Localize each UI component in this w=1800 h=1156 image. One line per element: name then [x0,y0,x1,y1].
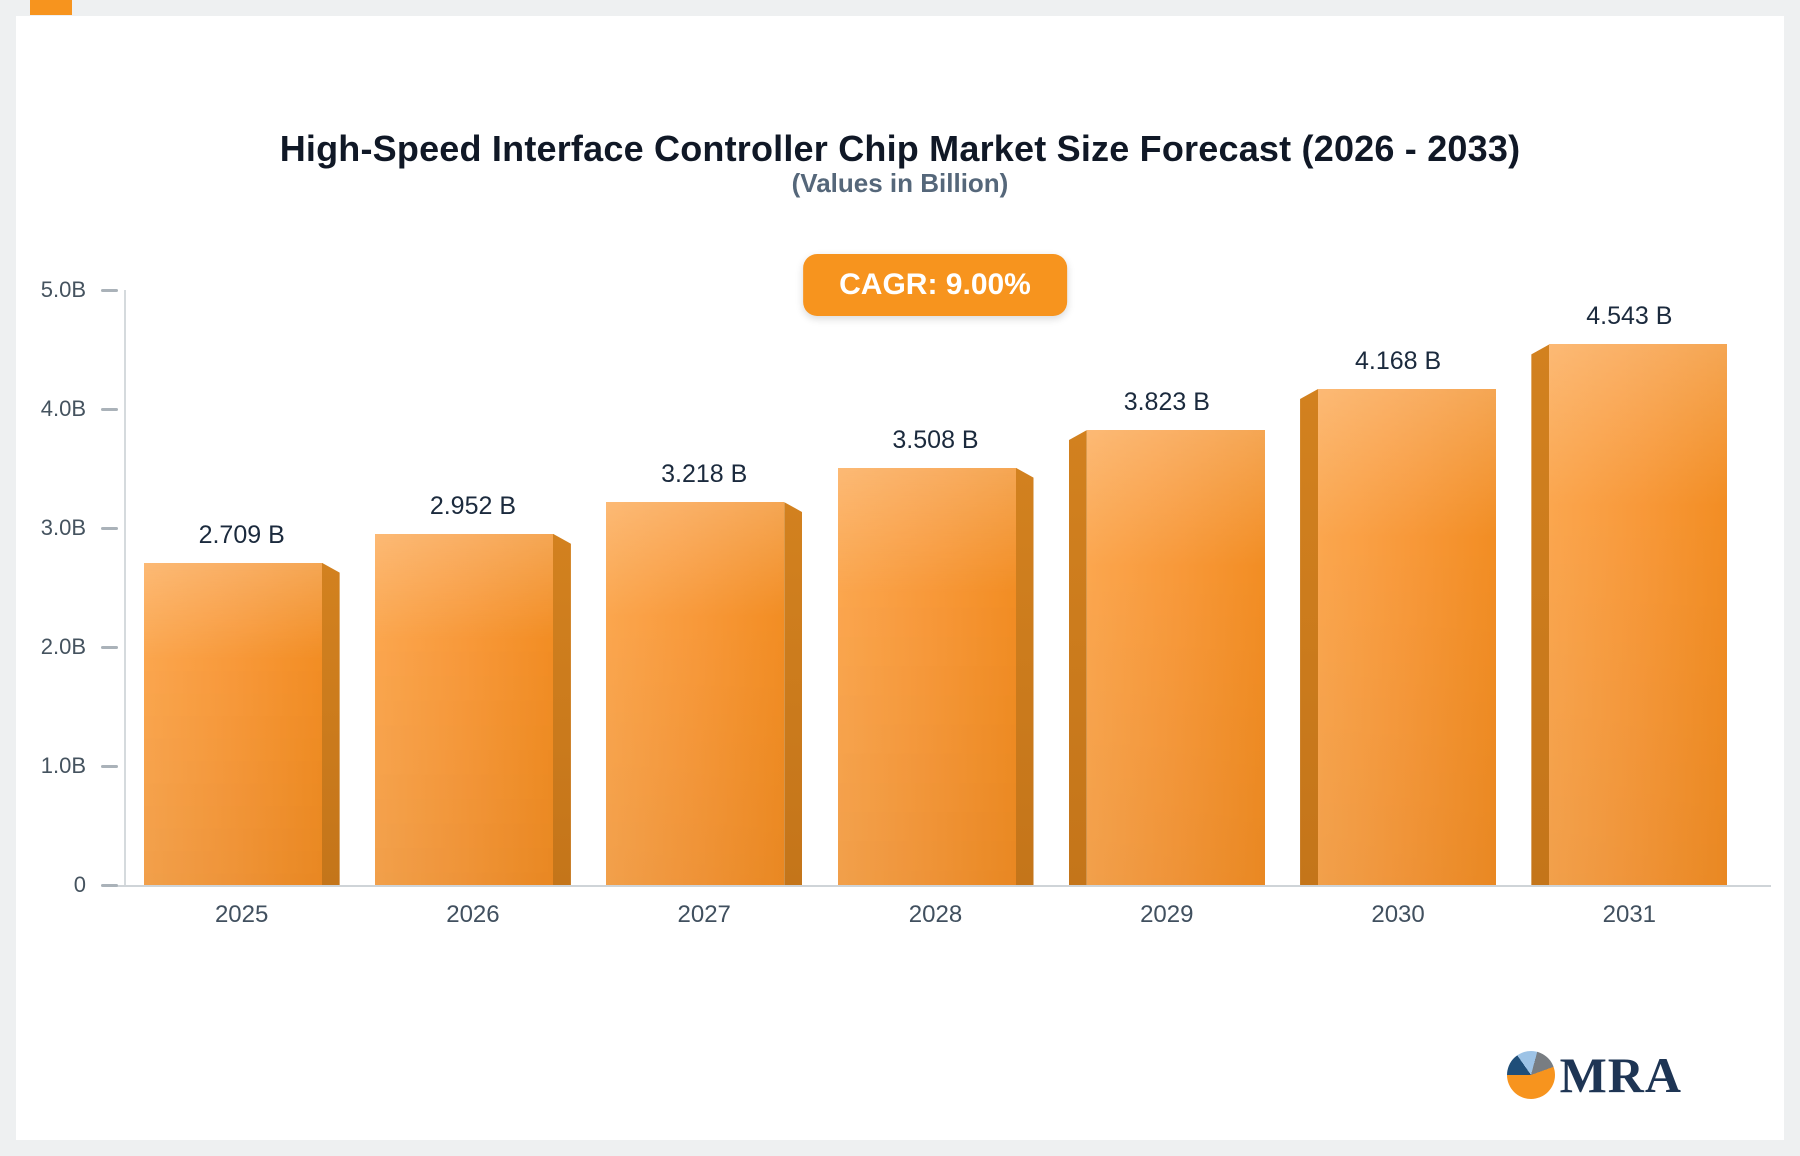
bar-side [321,562,340,885]
bar-value-label: 2.952 B [429,491,517,520]
bar-face [1318,389,1497,885]
y-axis-tick-label: 2.0B [40,634,86,659]
x-axis-label: 2026 [446,901,500,928]
bar-2025 [143,562,340,885]
bar-face [1086,430,1265,885]
y-axis-tick [101,288,118,292]
y-axis-tick-label: 5.0B [40,277,86,302]
x-axis-label: 2031 [1602,901,1657,928]
bar-2026 [374,533,571,885]
bar-side [1531,344,1550,885]
y-axis-tick-label: 1.0B [40,753,86,778]
x-axis-label: 2030 [1371,901,1425,928]
bar-value-label: 3.508 B [892,425,979,454]
x-axis-label: 2028 [908,901,963,928]
bar-2029 [1068,430,1265,885]
bar-face [1549,344,1728,885]
y-axis-tick [101,883,118,887]
bar-face [143,562,322,885]
bar-face [374,533,553,885]
logo-pie-icon [1506,1051,1555,1099]
y-axis-tick-label: 0 [73,872,86,897]
logo-text: MRA [1559,1047,1682,1103]
bar-face [606,502,785,885]
bar-side [784,502,803,885]
bar-value-label: 3.218 B [661,460,748,489]
bar-chart-plot: 5.0B 4.0B 3.0B 2.0B 1.0B 0 2.709 B 2025 2.952 B 2… [41,277,1771,928]
corner-accent [30,0,72,15]
bar-value-label: 4.168 B [1354,347,1442,375]
bar-2031 [1531,344,1728,885]
y-axis-tick-label: 4.0B [40,396,86,421]
bar-value-label: 4.543 B [1586,302,1673,331]
chart-subtitle: (Values in Billion) [791,168,1009,198]
y-axis-tick [101,526,118,530]
bar-2030 [1300,389,1497,885]
x-axis-line [108,885,1771,887]
cagr-badge-label: CAGR: 9.00% [839,268,1031,301]
y-axis-line [124,290,126,885]
x-axis-label: 2027 [677,901,731,928]
y-axis-tick [101,407,118,411]
bar-side [1015,467,1034,885]
chart-title: High-Speed Interface Controller Chip Mar… [279,128,1521,170]
x-axis-label: 2029 [1140,901,1194,928]
bar-face [837,467,1016,885]
y-axis-tick [101,764,118,768]
cagr-badge: CAGR: 9.00% [803,254,1067,316]
bar-2028 [837,467,1034,885]
logo: MRA [1506,1047,1682,1103]
y-axis-tick-label: 3.0B [40,515,86,540]
bar-2027 [606,502,803,885]
bar-value-label: 3.823 B [1123,388,1210,417]
x-axis-label: 2025 [214,901,269,928]
bar-side [552,533,571,885]
bar-side [1068,430,1087,885]
bar-side [1300,389,1319,885]
bar-value-label: 2.709 B [198,520,285,549]
y-axis-tick [101,645,118,649]
